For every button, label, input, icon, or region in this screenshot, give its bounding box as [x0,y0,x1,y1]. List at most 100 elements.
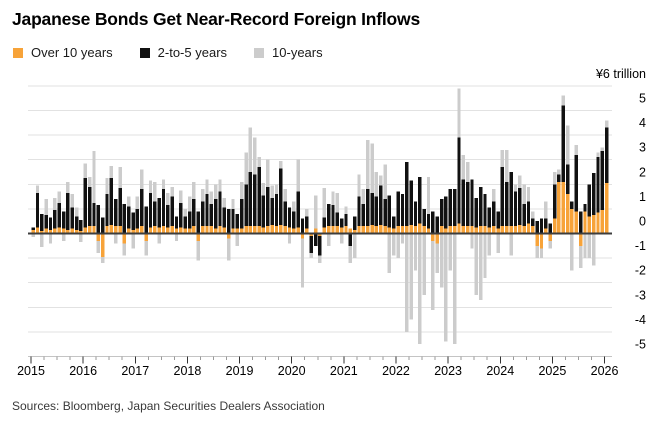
y-tick-label: 5 [639,92,646,106]
bar-segment [396,233,400,259]
bar-segment [279,160,283,169]
bar-segment [452,189,457,227]
bar-segment [57,202,61,228]
bar-segment [444,196,448,229]
bar-segment [548,223,552,234]
bar-segment [222,227,227,234]
bar-segment [405,226,409,234]
bar-segment [591,215,596,234]
bar-segment [300,233,305,239]
bar-segment [366,189,370,227]
y-tick-label: -4 [635,313,646,327]
bar-segment [600,147,605,152]
bar-segment [122,243,127,256]
bar-segment [309,235,313,254]
bar-segment [48,229,53,234]
bar-segment [439,199,444,227]
bar-segment [513,184,518,192]
bar-segment [379,175,383,186]
bar-segment [118,167,122,188]
bar-segment [435,243,439,273]
bar-segment [196,211,200,234]
bar-segment [305,208,309,217]
bar-segment [396,191,400,227]
bar-segment [544,228,548,234]
bar-segment [535,221,539,234]
bar-segment [157,197,161,228]
bar-segment [357,226,361,234]
bar-segment [100,217,105,234]
bar-segment [344,213,348,227]
bar-segment [361,203,366,227]
bar-segment [309,233,313,236]
bar-segment [570,208,574,234]
bar-segment [235,228,240,234]
bar-segment [118,187,122,227]
x-tick-label: 2024 [486,364,514,378]
bar-segment [92,151,96,203]
bar-segment [140,226,144,234]
bar-segment [87,186,92,227]
bar-segment [53,228,57,234]
bar-segment [531,211,535,219]
bar-segment [370,224,374,234]
bar-segment [522,226,526,234]
bar-segment [174,216,179,229]
y-tick-label: -3 [635,288,646,302]
bar-segment [587,216,592,234]
bar-segment [331,191,335,206]
bar-segment [87,176,92,187]
bar-segment [392,216,396,229]
bar-segment [35,185,40,193]
bar-segment [348,245,353,264]
bar-segment [326,233,331,246]
bar-segment [192,226,196,234]
bar-segment [127,228,131,234]
bar-segment [439,226,444,234]
bar-segment [422,233,426,295]
bar-segment [587,184,592,217]
bar-segment [240,199,244,229]
bar-segment [179,227,183,234]
bar-segment [413,201,418,227]
bar-segment [496,233,500,254]
bar-segment [187,228,192,234]
bar-segment [209,226,213,234]
bar-segment [326,226,331,234]
bar-segment [200,201,205,227]
bar-segment [396,226,400,234]
bar-segment [231,208,235,229]
bar-segment [344,206,348,214]
bar-segment [565,125,570,165]
bar-segment [131,212,135,230]
bar-segment [283,201,287,227]
bar-segment [148,227,153,234]
bar-segment [270,185,274,198]
bar-segment [431,233,435,241]
bar-segment [44,215,48,229]
bar-segment [518,224,522,234]
bar-segment [253,174,257,227]
bar-segment [544,201,548,219]
bar-segment [48,217,53,230]
bar-segment [409,180,413,225]
bar-segment [474,197,479,228]
bar-segment [213,184,218,200]
bar-segment [483,194,487,227]
bar-segment [144,206,148,234]
bar-segment [522,203,526,227]
bar-segment [326,203,331,227]
bar-segment [153,201,157,227]
bar-segment [339,233,344,244]
bar-segment [83,178,87,228]
bar-segment [322,227,326,234]
bar-segment [500,226,505,234]
bar-segment [539,233,544,249]
bar-segment [422,208,426,227]
bar-segment [218,179,222,192]
bar-segment [79,233,83,243]
bar-segment [505,181,509,227]
bar-segment [509,226,513,234]
bar-segment [496,211,500,229]
bar-segment [357,174,361,197]
